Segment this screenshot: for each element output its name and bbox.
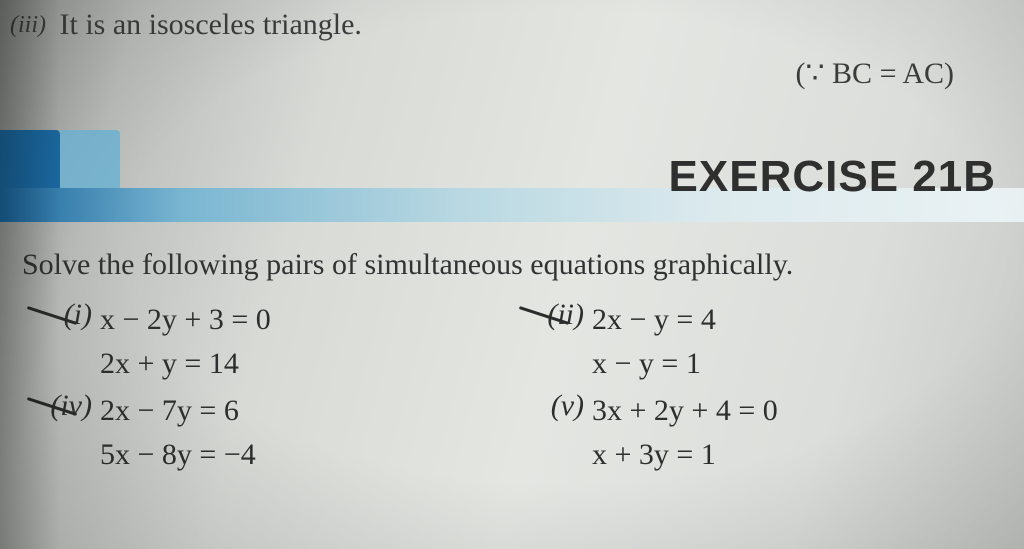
header-tab-2	[60, 130, 120, 192]
problem-v: (v) 3x + 2y + 4 = 0 x + 3y = 1	[522, 389, 1004, 476]
equation: 3x + 2y + 4 = 0	[592, 389, 1004, 433]
page-root: (iii) It is an isosceles triangle. (∵ BC…	[0, 0, 1024, 549]
preamble-line: (iii) It is an isosceles triangle.	[10, 8, 362, 42]
problem-grid: (i) x − 2y + 3 = 0 2x + y = 14 (iv) 2x −…	[30, 298, 1004, 480]
problem-label: (v)	[522, 389, 584, 423]
preamble-reason: (∵ BC = AC)	[795, 56, 954, 91]
header-tab-1	[0, 130, 60, 192]
equation: x − y = 1	[592, 342, 1004, 386]
equation: 2x − 7y = 6	[100, 389, 512, 433]
problem-label: (iv)	[30, 389, 92, 423]
instruction-text: Solve the following pairs of simultaneou…	[22, 248, 1014, 282]
problem-iv: (iv) 2x − 7y = 6 5x − 8y = −4	[30, 389, 512, 476]
problem-label: (ii)	[522, 298, 584, 332]
problem-ii: (ii) 2x − y = 4 x − y = 1	[522, 298, 1004, 385]
problem-i: (i) x − 2y + 3 = 0 2x + y = 14	[30, 298, 512, 385]
problem-col-left: (i) x − 2y + 3 = 0 2x + y = 14 (iv) 2x −…	[30, 298, 512, 480]
equation: 2x + y = 14	[100, 342, 512, 386]
equation: x − 2y + 3 = 0	[100, 298, 512, 342]
exercise-title: EXERCISE 21B	[669, 152, 996, 202]
preamble-item-text: It is an isosceles triangle.	[60, 8, 362, 41]
preamble-item-label: (iii)	[10, 12, 46, 38]
header-tabs	[0, 130, 120, 192]
equation: x + 3y = 1	[592, 433, 1004, 477]
exercise-header: EXERCISE 21B	[0, 130, 1024, 222]
problem-col-right: (ii) 2x − y = 4 x − y = 1 (v) 3x + 2y + …	[512, 298, 1004, 480]
problem-label: (i)	[30, 298, 92, 332]
equation: 2x − y = 4	[592, 298, 1004, 342]
equation: 5x − 8y = −4	[100, 433, 512, 477]
